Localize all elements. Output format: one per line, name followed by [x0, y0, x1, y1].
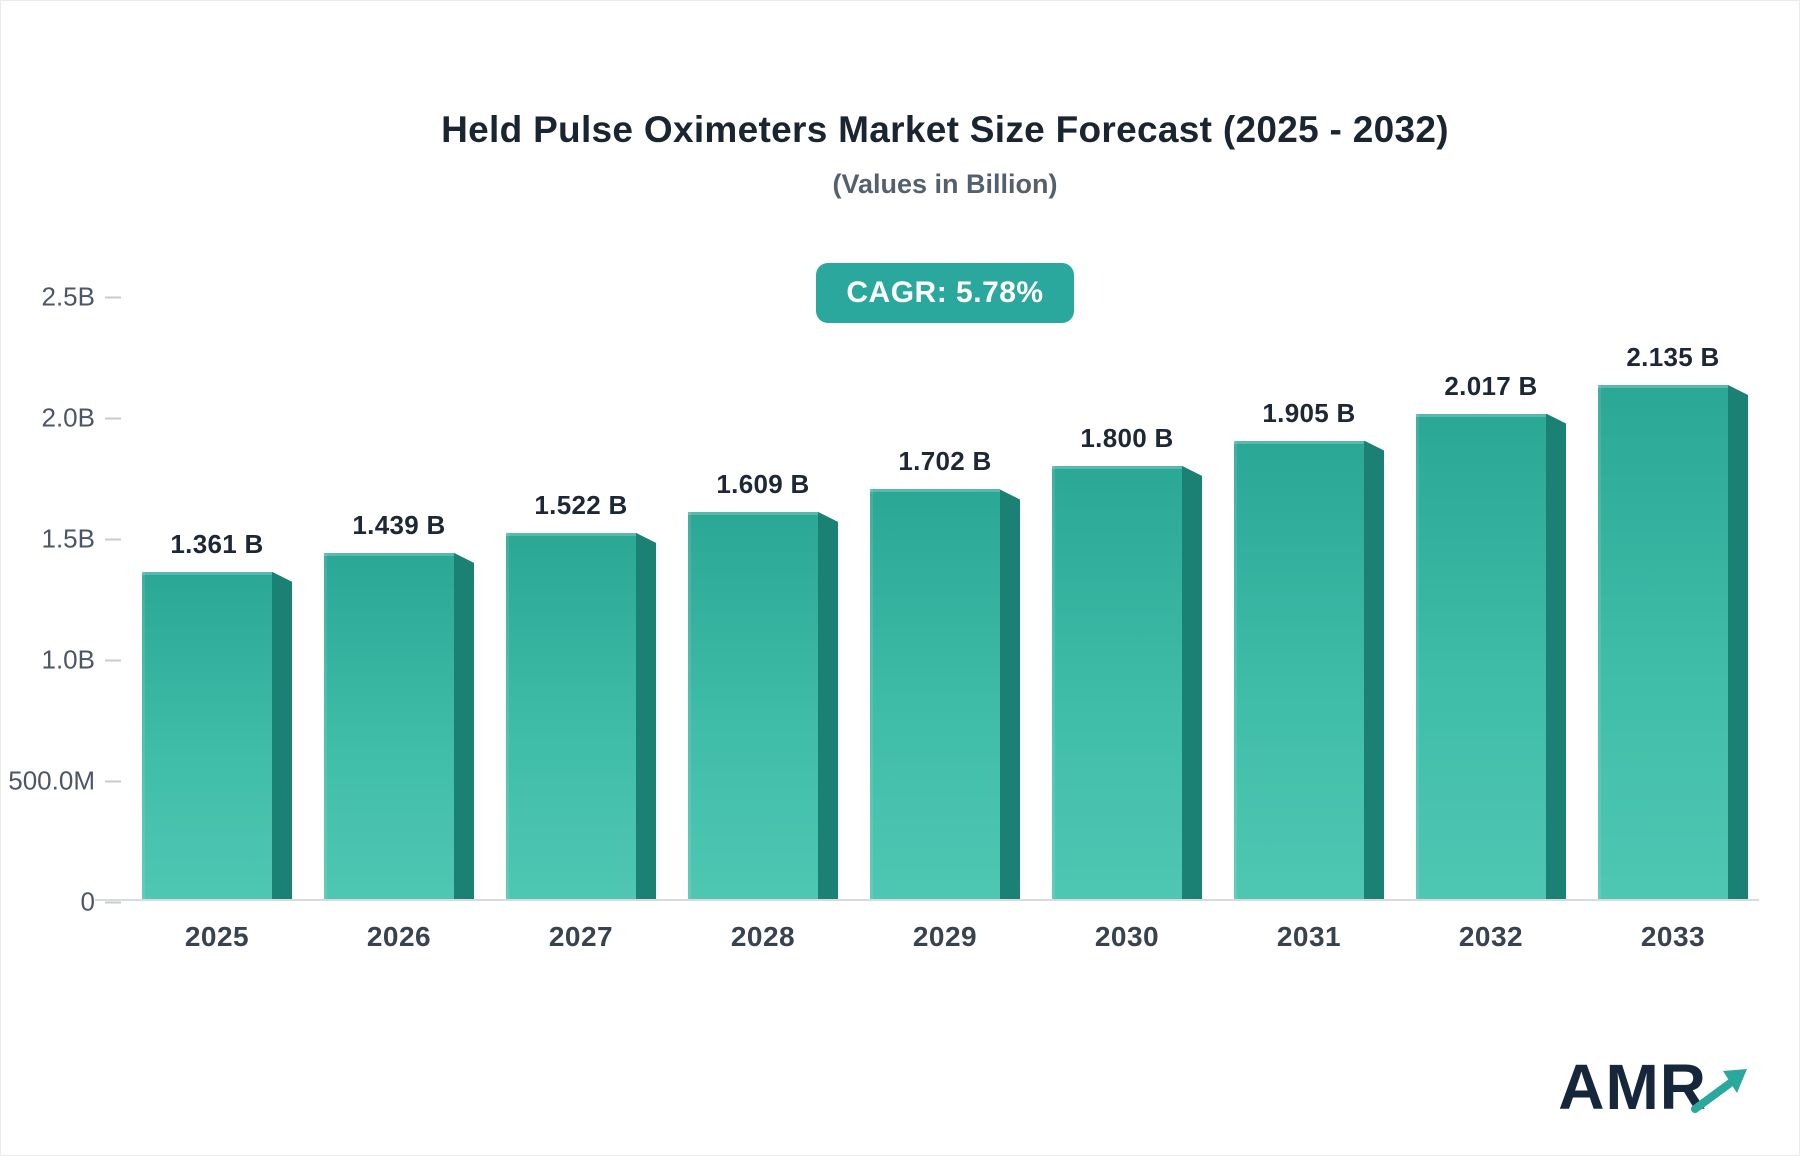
bar-group: 1.905 B: [1233, 297, 1385, 900]
bar-front-face: [1052, 465, 1182, 900]
bar: [142, 571, 292, 900]
bar-side-face: [1182, 465, 1202, 900]
bar-group: 2.135 B: [1597, 297, 1749, 900]
bar-side-face: [818, 511, 838, 900]
bar-value-label: 1.609 B: [716, 468, 810, 499]
y-tick-label: 2.5B: [41, 281, 96, 312]
bar-side-face: [454, 552, 474, 900]
x-axis-baseline: [95, 899, 1759, 901]
chart-subtitle: (Values in Billion): [832, 169, 1058, 199]
bar-group: 1.361 B: [141, 297, 293, 900]
x-axis-label: 2027: [548, 921, 614, 952]
y-tick: 0: [81, 887, 131, 918]
tick-line: [105, 901, 121, 903]
tick-line: [105, 538, 121, 540]
x-axis-label: 2031: [1276, 921, 1342, 952]
bar-group: 1.702 B: [869, 297, 1021, 900]
bar-side-face: [1728, 385, 1748, 900]
x-axis-label: 2025: [184, 921, 250, 952]
bar: [1598, 385, 1748, 900]
y-tick-label: 500.0M: [8, 765, 95, 796]
x-axis-label: 2026: [366, 921, 432, 952]
bar: [506, 532, 656, 900]
bar: [1416, 413, 1566, 900]
plot-area: 1.361 B 1.439 B 1.522 B 1.609 B 1.702 B 1.800…: [95, 297, 1759, 901]
bar-front-face: [688, 511, 818, 900]
bar-value-label: 1.800 B: [1080, 422, 1174, 453]
x-axis-label: 2028: [730, 921, 796, 952]
y-axis: 2.5B 2.0B 1.5B 1.0B 500.0M 0: [1, 282, 132, 917]
bar-front-face: [324, 552, 454, 900]
bar-side-face: [636, 532, 656, 900]
y-tick-label: 1.0B: [41, 644, 96, 675]
badge-row: CAGR: 5.78%: [131, 263, 1759, 323]
bar-group: 2.017 B: [1415, 297, 1567, 900]
bar-value-label: 1.905 B: [1262, 397, 1356, 428]
tick-line: [105, 296, 121, 298]
tick-line: [105, 780, 121, 782]
bar-value-label: 1.439 B: [352, 509, 446, 540]
bars: 1.361 B 1.439 B 1.522 B 1.609 B 1.702 B 1.800…: [131, 297, 1759, 900]
bar-front-face: [142, 571, 272, 900]
bar: [324, 552, 474, 900]
bar-group: 1.439 B: [323, 297, 475, 900]
x-axis-label: 2032: [1458, 921, 1524, 952]
x-axis-label: 2029: [912, 921, 978, 952]
bar-side-face: [1546, 413, 1566, 900]
x-axis-label: 2030: [1094, 921, 1160, 952]
y-tick-label: 0: [80, 886, 95, 917]
bar-value-label: 1.702 B: [898, 446, 992, 477]
bar: [688, 511, 838, 900]
cagr-badge: CAGR: 5.78%: [816, 263, 1074, 323]
y-tick: 1.5B: [42, 524, 132, 555]
bar-value-label: 2.135 B: [1626, 342, 1720, 373]
y-tick-label: 2.0B: [41, 402, 96, 433]
bar-group: 1.522 B: [505, 297, 657, 900]
x-axis-label: 2033: [1640, 921, 1706, 952]
logo-text: AMR: [1558, 1051, 1707, 1123]
page-title: Held Pulse Oximeters Market Size Forecas…: [441, 109, 1449, 150]
tick-line: [105, 659, 121, 661]
y-tick: 2.0B: [42, 403, 132, 434]
bar-front-face: [506, 532, 636, 900]
bar-side-face: [1000, 489, 1020, 900]
y-tick-label: 1.5B: [41, 523, 96, 554]
y-tick: 2.5B: [42, 282, 132, 313]
tick-line: [105, 417, 121, 419]
bar-group: 1.609 B: [687, 297, 839, 900]
bar: [1234, 440, 1384, 900]
amr-logo: AMR: [1558, 1055, 1753, 1119]
bar-value-label: 1.522 B: [534, 489, 628, 520]
trend-up-arrow-icon: [1691, 1069, 1747, 1113]
bar-front-face: [1416, 413, 1546, 900]
bar-front-face: [1598, 385, 1728, 900]
bar-front-face: [1234, 440, 1364, 900]
bar: [870, 489, 1020, 900]
bar-side-face: [1364, 440, 1384, 900]
x-axis: 2025 2026 2027 2028 2029 2030 2031 2032 2033: [131, 921, 1759, 953]
y-tick: 1.0B: [42, 645, 132, 676]
bar-front-face: [870, 489, 1000, 900]
bar-value-label: 1.361 B: [170, 528, 264, 559]
bar-group: 1.800 B: [1051, 297, 1203, 900]
bar-side-face: [272, 571, 292, 900]
bar: [1052, 465, 1202, 900]
y-tick: 500.0M: [8, 766, 131, 797]
bar-value-label: 2.017 B: [1444, 370, 1538, 401]
